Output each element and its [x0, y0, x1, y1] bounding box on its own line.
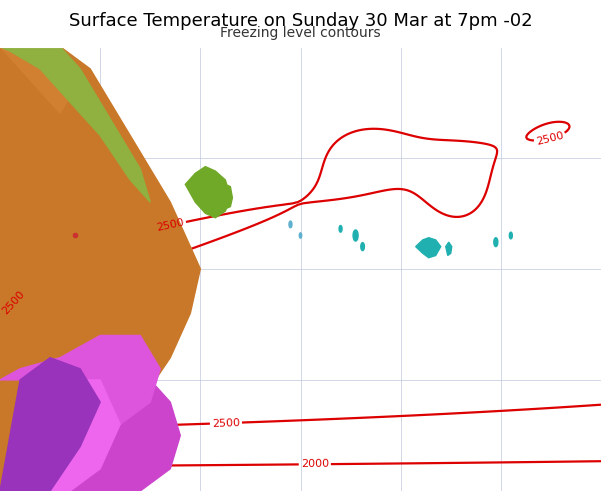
- Polygon shape: [0, 380, 120, 491]
- Polygon shape: [0, 47, 80, 113]
- Polygon shape: [0, 47, 200, 491]
- Circle shape: [339, 225, 342, 232]
- Polygon shape: [416, 238, 441, 258]
- Polygon shape: [221, 185, 233, 209]
- Circle shape: [361, 243, 364, 250]
- Text: 2500: 2500: [535, 131, 565, 147]
- Text: 2000: 2000: [300, 459, 329, 469]
- Polygon shape: [0, 47, 150, 202]
- Text: 2500: 2500: [156, 218, 185, 233]
- Text: Surface Temperature on Sunday 30 Mar at 7pm -02: Surface Temperature on Sunday 30 Mar at …: [69, 12, 532, 30]
- Text: 2500: 2500: [212, 418, 240, 429]
- Polygon shape: [0, 358, 100, 491]
- Polygon shape: [185, 166, 230, 218]
- Polygon shape: [446, 242, 452, 255]
- Polygon shape: [0, 335, 160, 424]
- Polygon shape: [0, 380, 180, 491]
- Circle shape: [509, 232, 512, 239]
- Circle shape: [494, 238, 498, 246]
- Circle shape: [289, 221, 292, 228]
- Text: Freezing level contours: Freezing level contours: [220, 26, 381, 40]
- Circle shape: [353, 230, 358, 241]
- Circle shape: [299, 233, 302, 238]
- Text: 2500: 2500: [1, 289, 26, 316]
